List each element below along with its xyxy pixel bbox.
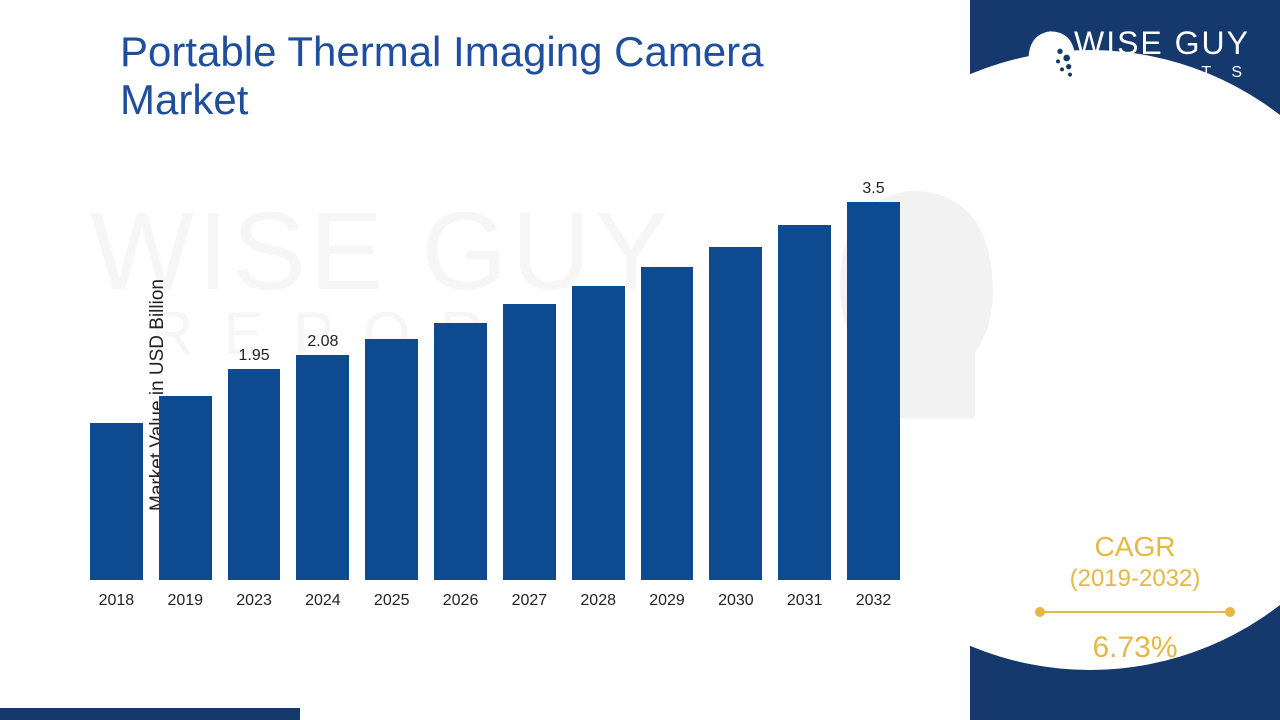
x-tick-label: 2018: [90, 592, 143, 610]
bar: [778, 225, 831, 580]
x-axis-labels: 2018 2019 2023 2024 2025 2026 2027 2028 2029 2030…: [90, 592, 900, 610]
bar-value-label: 3.5: [862, 180, 884, 202]
logo-head-icon: [1015, 28, 1085, 108]
bar-chart: Market Value in USD Billion 1.952.083.5 …: [80, 180, 900, 610]
x-tick-label: 2023: [228, 592, 281, 610]
bar: [434, 323, 487, 580]
bar: [296, 355, 349, 580]
x-tick-label: 2032: [847, 592, 900, 610]
cagr-label: CAGR: [1040, 531, 1230, 563]
bar-wrap: 3.5: [847, 202, 900, 580]
x-tick-label: 2028: [572, 592, 625, 610]
bar: [228, 369, 281, 580]
x-tick-label: 2029: [641, 592, 694, 610]
bar: [847, 202, 900, 580]
bar-wrap: [90, 423, 143, 580]
bar: [503, 304, 556, 580]
x-tick-label: 2025: [365, 592, 418, 610]
bar-value-label: 2.08: [307, 333, 338, 355]
bar-wrap: 1.95: [228, 369, 281, 580]
cagr-block: CAGR (2019-2032) 6.73%: [1040, 531, 1230, 665]
x-tick-label: 2019: [159, 592, 212, 610]
bar: [572, 286, 625, 580]
bar-wrap: [572, 286, 625, 580]
x-tick-label: 2024: [296, 592, 349, 610]
bottom-accent-bar: [0, 708, 300, 720]
chart-title: Portable Thermal Imaging Camera Market: [120, 28, 880, 125]
x-tick-label: 2030: [709, 592, 762, 610]
x-tick-label: 2031: [778, 592, 831, 610]
bar-wrap: [503, 304, 556, 580]
cagr-period: (2019-2032): [1040, 565, 1230, 593]
bar-wrap: 2.08: [296, 355, 349, 580]
bar: [90, 423, 143, 580]
x-tick-label: 2027: [503, 592, 556, 610]
bar: [709, 247, 762, 580]
bar-wrap: [159, 396, 212, 580]
cagr-value: 6.73%: [1040, 631, 1230, 665]
bar-wrap: [365, 339, 418, 580]
bar: [365, 339, 418, 580]
cagr-divider: [1040, 611, 1230, 613]
bar-wrap: [778, 225, 831, 580]
bars-container: 1.95 2.08 3.5: [90, 180, 900, 580]
bar: [641, 267, 694, 581]
bar-wrap: [709, 247, 762, 580]
bar-value-label: 1.95: [238, 347, 269, 369]
bar-wrap: [434, 323, 487, 580]
x-tick-label: 2026: [434, 592, 487, 610]
bar: [159, 396, 212, 580]
bar-wrap: [641, 267, 694, 581]
